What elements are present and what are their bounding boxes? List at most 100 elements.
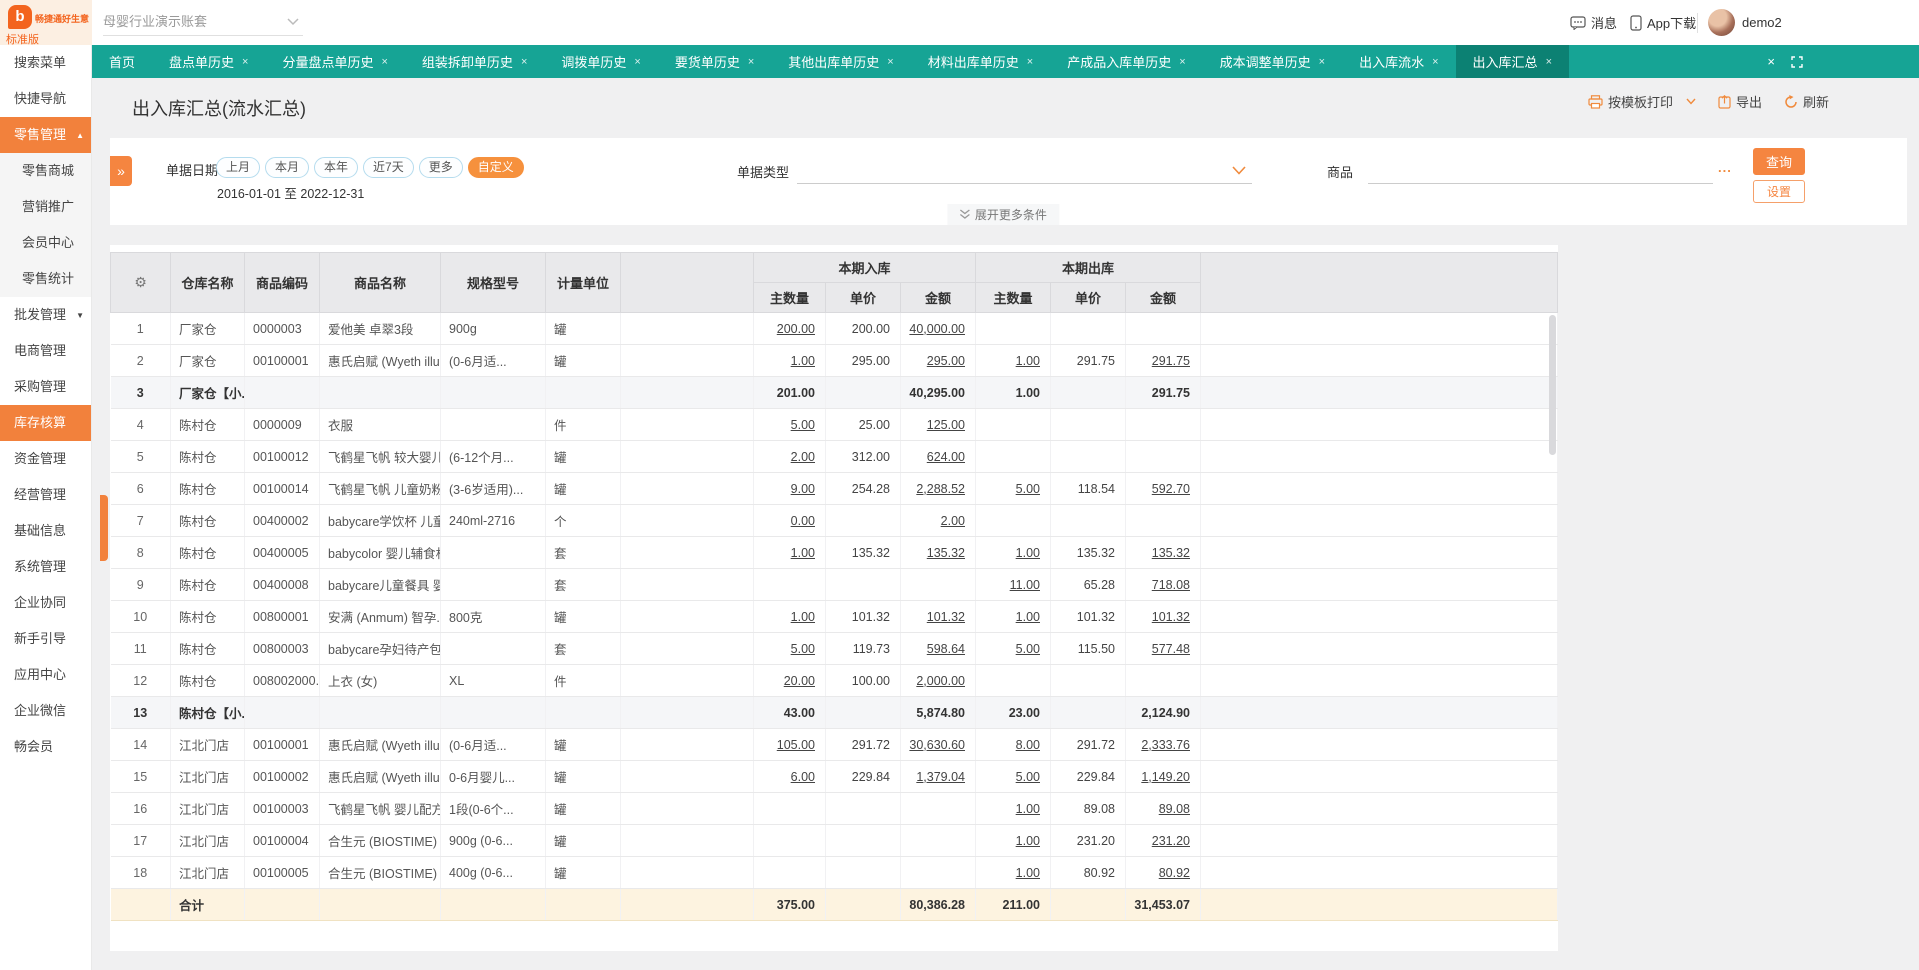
outbound-qty-cell-link[interactable]: 8.00 xyxy=(1015,737,1040,752)
tab-close-icon[interactable]: × xyxy=(634,55,641,68)
outbound-amount-cell[interactable]: 291.75 xyxy=(1125,344,1201,377)
inbound-qty-cell-link[interactable]: 1.00 xyxy=(790,353,815,368)
inbound-amount-cell-link[interactable]: 295.00 xyxy=(926,353,965,368)
outbound-amount-cell-link[interactable]: 135.32 xyxy=(1151,545,1190,560)
tab-close-icon[interactable]: × xyxy=(1179,55,1186,68)
inbound-amount-cell-link[interactable]: 2,288.52 xyxy=(916,481,965,496)
inbound-qty-cell[interactable]: 200.00 xyxy=(753,312,826,345)
outbound-amount-cell-link[interactable]: 1,149.20 xyxy=(1141,769,1190,784)
inbound-amount-cell[interactable]: 135.32 xyxy=(900,536,976,569)
outbound-amount-cell[interactable]: 80.92 xyxy=(1125,856,1201,889)
tab-close-icon[interactable]: × xyxy=(1026,55,1034,68)
outbound-qty-cell-link[interactable]: 11.00 xyxy=(1009,577,1040,592)
inbound-qty-cell-link[interactable]: 6.00 xyxy=(790,769,815,784)
tab-首页[interactable]: 首页 xyxy=(92,45,152,78)
outbound-qty-cell-link[interactable]: 1.00 xyxy=(1015,545,1040,560)
inbound-amount-cell[interactable]: 295.00 xyxy=(900,344,976,377)
tab-组装拆卸单历史[interactable]: 组装拆卸单历史 × xyxy=(405,45,544,78)
sidebar-item-新手引导[interactable]: 新手引导 xyxy=(0,621,91,657)
outbound-qty-cell[interactable]: 5.00 xyxy=(975,472,1051,505)
outbound-amount-cell[interactable]: 2,333.76 xyxy=(1125,728,1201,761)
sidebar-item-系统管理[interactable]: 系统管理 xyxy=(0,549,91,585)
inbound-amount-cell-link[interactable]: 30,630.60 xyxy=(909,737,965,752)
inbound-qty-cell-link[interactable]: 2.00 xyxy=(790,449,815,464)
outbound-qty-cell[interactable]: 1.00 xyxy=(975,824,1051,857)
sidebar-item-零售管理[interactable]: 零售管理 ▲ xyxy=(0,117,91,153)
tab-材料出库单历史[interactable]: 材料出库单历史 × xyxy=(911,45,1050,78)
sidebar-item-采购管理[interactable]: 采购管理 xyxy=(0,369,91,405)
inbound-amount-cell[interactable]: 30,630.60 xyxy=(900,728,976,761)
tab-分量盘点单历史[interactable]: 分量盘点单历史 × xyxy=(265,45,404,78)
tab-其他出库单历史[interactable]: 其他出库单历史 × xyxy=(771,45,910,78)
tab-close-icon[interactable]: × xyxy=(1318,55,1326,68)
refresh-button[interactable]: 刷新 xyxy=(1784,92,1829,111)
tab-close-icon[interactable]: × xyxy=(381,55,388,68)
outbound-qty-cell[interactable]: 11.00 xyxy=(975,568,1051,601)
doc-type-input[interactable] xyxy=(797,183,1252,184)
tabbar-fullscreen-icon[interactable] xyxy=(1791,55,1803,68)
date-pill-更多[interactable]: 更多 xyxy=(418,157,463,178)
product-input[interactable] xyxy=(1368,183,1713,184)
inbound-qty-cell-link[interactable]: 1.00 xyxy=(790,609,815,624)
outbound-qty-cell[interactable]: 8.00 xyxy=(975,728,1051,761)
tab-close-icon[interactable]: × xyxy=(747,55,755,68)
inbound-qty-cell[interactable]: 1.00 xyxy=(753,344,826,377)
messages-button[interactable]: 消息 xyxy=(1570,0,1617,45)
sidebar-item-零售商城[interactable]: 零售商城 xyxy=(0,153,91,189)
vertical-scrollbar[interactable] xyxy=(1549,315,1556,455)
expand-filter-button[interactable]: » xyxy=(110,156,132,186)
tab-close-icon[interactable]: × xyxy=(242,55,249,68)
chevron-down-icon[interactable] xyxy=(1232,166,1246,175)
date-pill-本年[interactable]: 本年 xyxy=(314,157,359,178)
outbound-amount-cell[interactable]: 592.70 xyxy=(1125,472,1201,505)
outbound-amount-cell-link[interactable]: 2,333.76 xyxy=(1141,737,1190,752)
outbound-amount-cell[interactable]: 101.32 xyxy=(1125,600,1201,633)
sidebar-item-搜索菜单[interactable]: 搜索菜单 xyxy=(0,45,91,81)
outbound-amount-cell[interactable]: 718.08 xyxy=(1125,568,1201,601)
date-pill-本月[interactable]: 本月 xyxy=(265,157,310,178)
tab-close-icon[interactable]: × xyxy=(1545,55,1552,68)
outbound-amount-cell-link[interactable]: 231.20 xyxy=(1151,833,1190,848)
search-button[interactable]: 查询 xyxy=(1753,148,1805,175)
inbound-amount-cell-link[interactable]: 101.32 xyxy=(926,609,965,624)
inbound-amount-cell[interactable]: 2,288.52 xyxy=(900,472,976,505)
inbound-qty-cell-link[interactable]: 1.00 xyxy=(790,545,815,560)
sidebar-item-库存核算[interactable]: 库存核算 xyxy=(0,405,91,441)
inbound-amount-cell-link[interactable]: 598.64 xyxy=(926,641,965,656)
sidebar-item-营销推广[interactable]: 营销推广 xyxy=(0,189,91,225)
sidebar-item-批发管理[interactable]: 批发管理 ▼ xyxy=(0,297,91,333)
inbound-qty-cell[interactable]: 6.00 xyxy=(753,760,826,793)
outbound-qty-cell[interactable]: 1.00 xyxy=(975,344,1051,377)
sidebar-item-资金管理[interactable]: 资金管理 xyxy=(0,441,91,477)
outbound-qty-cell-link[interactable]: 1.00 xyxy=(1015,609,1040,624)
date-range-value[interactable]: 2016-01-01 至 2022-12-31 xyxy=(217,187,365,201)
inbound-amount-cell-link[interactable]: 624.00 xyxy=(926,449,965,464)
inbound-qty-cell[interactable]: 0.00 xyxy=(753,504,826,537)
outbound-qty-cell-link[interactable]: 5.00 xyxy=(1015,641,1040,656)
outbound-qty-cell-link[interactable]: 1.00 xyxy=(1015,865,1040,880)
outbound-qty-cell[interactable]: 5.00 xyxy=(975,632,1051,665)
avatar[interactable] xyxy=(1708,9,1735,36)
sidebar-item-电商管理[interactable]: 电商管理 xyxy=(0,333,91,369)
outbound-qty-cell[interactable]: 1.00 xyxy=(975,856,1051,889)
inbound-amount-cell[interactable]: 1,379.04 xyxy=(900,760,976,793)
sidebar-item-经营管理[interactable]: 经营管理 xyxy=(0,477,91,513)
date-pill-custom[interactable]: 自定义 xyxy=(467,157,524,178)
inbound-qty-cell[interactable]: 9.00 xyxy=(753,472,826,505)
outbound-amount-cell[interactable]: 135.32 xyxy=(1125,536,1201,569)
outbound-amount-cell-link[interactable]: 80.92 xyxy=(1158,865,1190,880)
inbound-qty-cell[interactable]: 2.00 xyxy=(753,440,826,473)
sidebar-item-畅会员[interactable]: 畅会员 xyxy=(0,729,91,765)
outbound-qty-cell-link[interactable]: 1.00 xyxy=(1015,833,1040,848)
outbound-qty-cell[interactable]: 5.00 xyxy=(975,760,1051,793)
sidebar-item-快捷导航[interactable]: 快捷导航 xyxy=(0,81,91,117)
outbound-qty-cell[interactable]: 1.00 xyxy=(975,536,1051,569)
outbound-qty-cell[interactable]: 1.00 xyxy=(975,792,1051,825)
tab-产成品入库单历史[interactable]: 产成品入库单历史 × xyxy=(1050,45,1202,78)
outbound-qty-cell-link[interactable]: 5.00 xyxy=(1015,481,1040,496)
export-button[interactable]: 导出 xyxy=(1718,92,1762,111)
print-by-template-button[interactable]: 按模板打印 xyxy=(1588,92,1696,111)
tab-要货单历史[interactable]: 要货单历史 × xyxy=(658,45,771,78)
sidebar-collapse-handle[interactable] xyxy=(100,495,108,561)
outbound-amount-cell[interactable]: 89.08 xyxy=(1125,792,1201,825)
